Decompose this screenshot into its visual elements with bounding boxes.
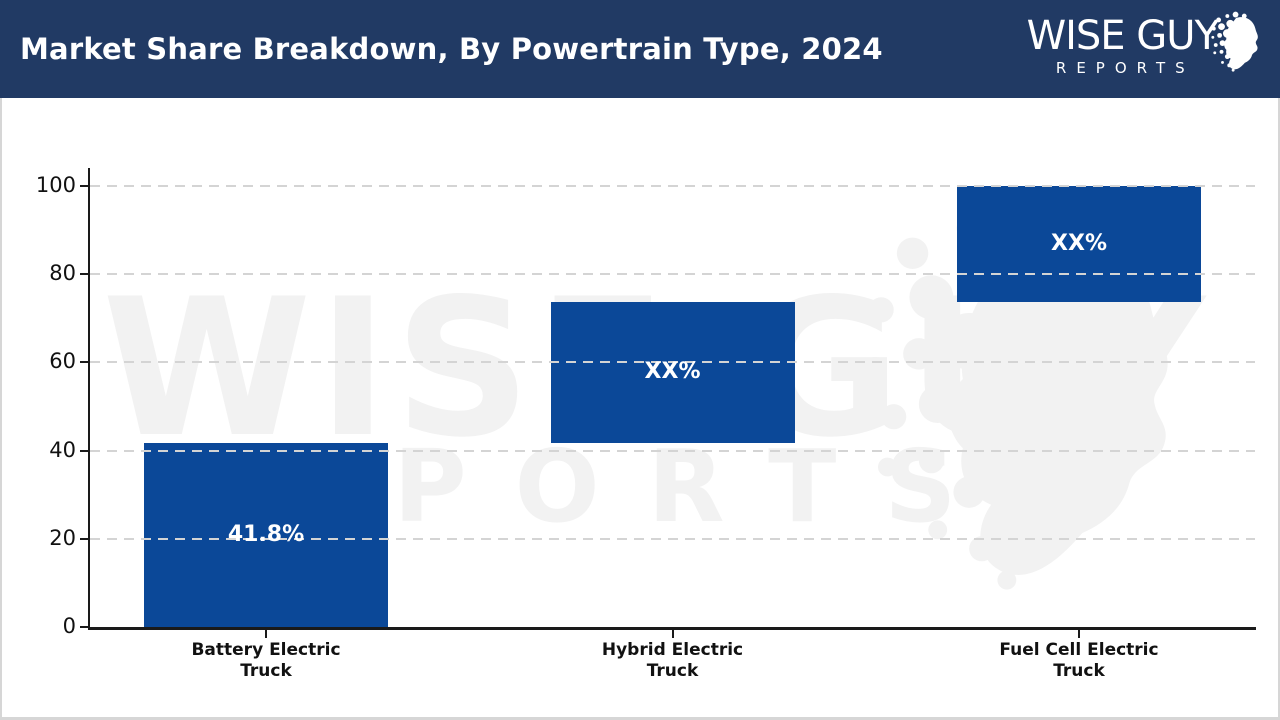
bar-segment [550,301,795,443]
y-tick [80,626,88,628]
bar-value-label: XX% [1051,230,1107,256]
gridline [90,361,1255,364]
y-tick-label: 60 [49,349,76,374]
bar-value-label: XX% [644,359,701,385]
gridline [90,449,1255,452]
y-tick-label: 80 [49,261,76,286]
chart-title: Market Share Breakdown, By Powertrain Ty… [20,32,883,66]
category-label: Hybrid Electric Truck [601,640,744,682]
y-tick-label: 40 [49,437,76,462]
y-tick [80,185,88,187]
y-tick-label: 100 [35,173,76,197]
y-tick [80,537,88,540]
logo-line2: REPORTS [1055,58,1195,77]
bar-value-label: 41.8% [227,521,305,547]
y-tick-label: 20 [49,525,76,550]
gridline [90,185,1255,187]
logo-line1: WISE GUY [1026,12,1219,59]
y-tick-label: 0 [62,614,76,638]
x-tick [265,630,267,638]
category-label: Battery Electric Truck [191,640,341,682]
bar-segment [957,186,1201,302]
header-banner: Market Share Breakdown, By Powertrain Ty… [0,0,1280,98]
head-profile-icon [1208,4,1266,88]
y-tick [80,273,88,276]
x-axis-line [88,627,1256,630]
gridline [90,273,1255,276]
x-tick [1078,630,1080,638]
y-tick [80,361,88,364]
gridline [90,537,1255,540]
wiseguy-logo: WISE GUY REPORTS [1027,4,1266,88]
y-tick [80,449,88,452]
x-tick [671,630,674,638]
logo-wordmark: WISE GUY REPORTS [1026,12,1219,77]
bar-segment [144,442,388,627]
category-label: Fuel Cell Electric Truck [999,640,1159,682]
chart-area: WISE GUY REPORTS 02040608010041.8%Batter… [0,98,1280,720]
plot-area: 0 20 40 60 80 100 41.8% Battery Electric Truck X… [2,98,1278,717]
y-axis-line [88,168,90,630]
